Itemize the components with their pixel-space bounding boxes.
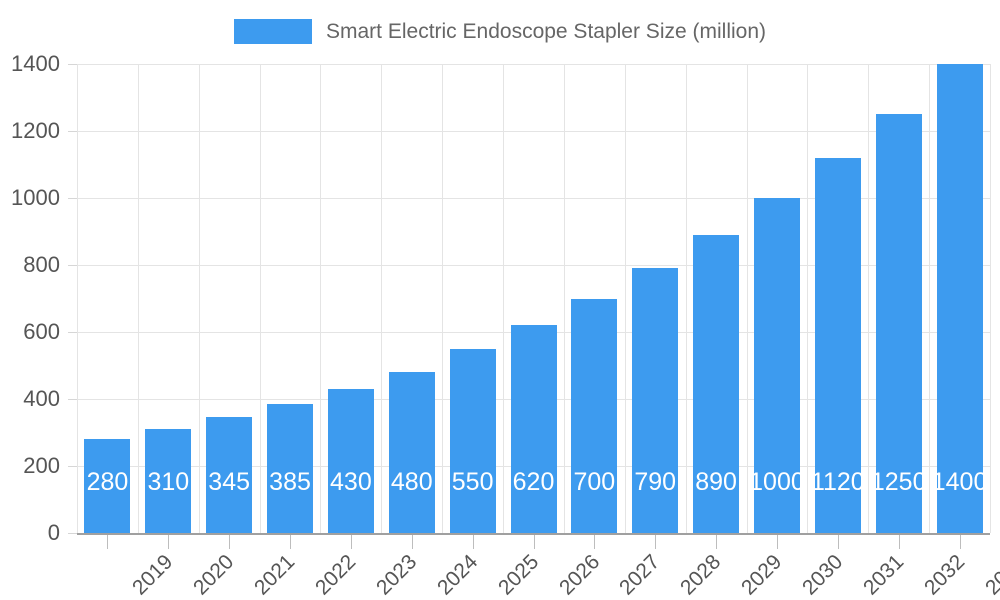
x-axis-tick-label: 2022 — [311, 550, 361, 600]
x-axis-tick-label: 2025 — [493, 550, 543, 600]
x-axis-tick-label: 2026 — [554, 550, 604, 600]
gridline-vertical — [868, 64, 869, 533]
bar[interactable] — [510, 325, 557, 533]
x-axis-tick-label: 2028 — [676, 550, 726, 600]
y-tick-mark — [68, 399, 77, 400]
legend-series-label: Smart Electric Endoscope Stapler Size (m… — [326, 19, 766, 43]
x-axis-tick-label: 2021 — [250, 550, 300, 600]
x-axis-line — [77, 533, 990, 535]
gridline-vertical — [381, 64, 382, 533]
gridline-vertical — [199, 64, 200, 533]
x-axis-tick-label: 2030 — [797, 550, 848, 600]
x-axis-tick-label: 2032 — [919, 550, 969, 600]
x-axis-tick-label: 2020 — [189, 550, 239, 600]
bar[interactable] — [145, 429, 192, 533]
y-axis-tick-label: 1400 — [11, 51, 60, 76]
y-axis-tick-label: 800 — [23, 252, 60, 277]
y-axis-tick-label: 1200 — [11, 118, 60, 143]
x-tick-mark — [107, 535, 108, 549]
chart-legend: Smart Electric Endoscope Stapler Size (m… — [0, 14, 1000, 48]
y-tick-mark — [68, 332, 77, 333]
x-axis-tick-label: 2031 — [858, 550, 909, 600]
x-axis-tick-label: 2024 — [432, 550, 483, 600]
x-tick-mark — [534, 535, 535, 549]
bar[interactable] — [936, 64, 983, 533]
y-tick-mark — [68, 64, 77, 65]
gridline-vertical — [503, 64, 504, 533]
x-tick-mark — [594, 535, 595, 549]
bar[interactable] — [388, 372, 435, 533]
x-tick-mark — [655, 535, 656, 549]
gridline-vertical — [442, 64, 443, 533]
gridline-vertical — [747, 64, 748, 533]
gridline-vertical — [625, 64, 626, 533]
bar[interactable] — [693, 234, 740, 533]
y-axis-tick-label: 1000 — [11, 185, 60, 210]
plot-area: 0 200 400 600 800 1000 1200 1400 280 310 345 385 43… — [11, 53, 991, 544]
bar[interactable] — [571, 298, 618, 533]
y-tick-mark — [68, 466, 77, 467]
bar[interactable] — [449, 348, 496, 533]
gridline-vertical — [320, 64, 321, 533]
gridline-vertical — [260, 64, 261, 533]
y-axis-tick-label: 0 — [47, 520, 60, 545]
x-tick-mark — [229, 535, 230, 549]
gridline-horizontal — [77, 198, 990, 199]
x-tick-mark — [168, 535, 169, 549]
x-axis-tick-label: 2023 — [371, 550, 422, 600]
bar[interactable] — [206, 417, 253, 533]
gridline-vertical — [564, 64, 565, 533]
bar[interactable] — [753, 198, 800, 533]
gridline-vertical — [138, 64, 139, 533]
gridline-vertical — [990, 64, 991, 533]
bar[interactable] — [875, 114, 922, 533]
x-tick-mark — [351, 535, 352, 549]
bar[interactable] — [84, 439, 131, 533]
bar[interactable] — [632, 268, 679, 533]
gridline-horizontal — [77, 131, 990, 132]
y-tick-mark — [68, 533, 77, 534]
gridline-vertical — [77, 64, 78, 533]
x-tick-mark — [899, 535, 900, 549]
x-tick-mark — [777, 535, 778, 549]
y-axis-tick-label: 600 — [23, 319, 60, 344]
x-axis-tick-label: 2033 — [980, 550, 1000, 600]
y-axis-tick-label: 200 — [23, 453, 60, 478]
y-axis-tick-label: 400 — [23, 386, 60, 411]
gridline-horizontal — [77, 64, 990, 65]
gridline-vertical — [929, 64, 930, 533]
y-tick-mark — [68, 198, 77, 199]
legend-color-swatch — [234, 18, 312, 44]
x-tick-mark — [473, 535, 474, 549]
x-tick-mark — [412, 535, 413, 549]
x-tick-mark — [838, 535, 839, 549]
gridline-horizontal — [77, 265, 990, 266]
gridline-vertical — [686, 64, 687, 533]
bar[interactable] — [267, 404, 314, 533]
x-tick-mark — [960, 535, 961, 549]
bar[interactable] — [327, 388, 374, 533]
x-axis-tick-label: 2029 — [737, 550, 787, 600]
y-tick-mark — [68, 131, 77, 132]
x-tick-mark — [290, 535, 291, 549]
x-axis-tick-label: 2019 — [128, 550, 178, 600]
x-tick-mark — [716, 535, 717, 549]
y-tick-mark — [68, 265, 77, 266]
gridline-vertical — [807, 64, 808, 533]
bar[interactable] — [814, 157, 861, 533]
x-axis-tick-label: 2027 — [615, 550, 665, 600]
